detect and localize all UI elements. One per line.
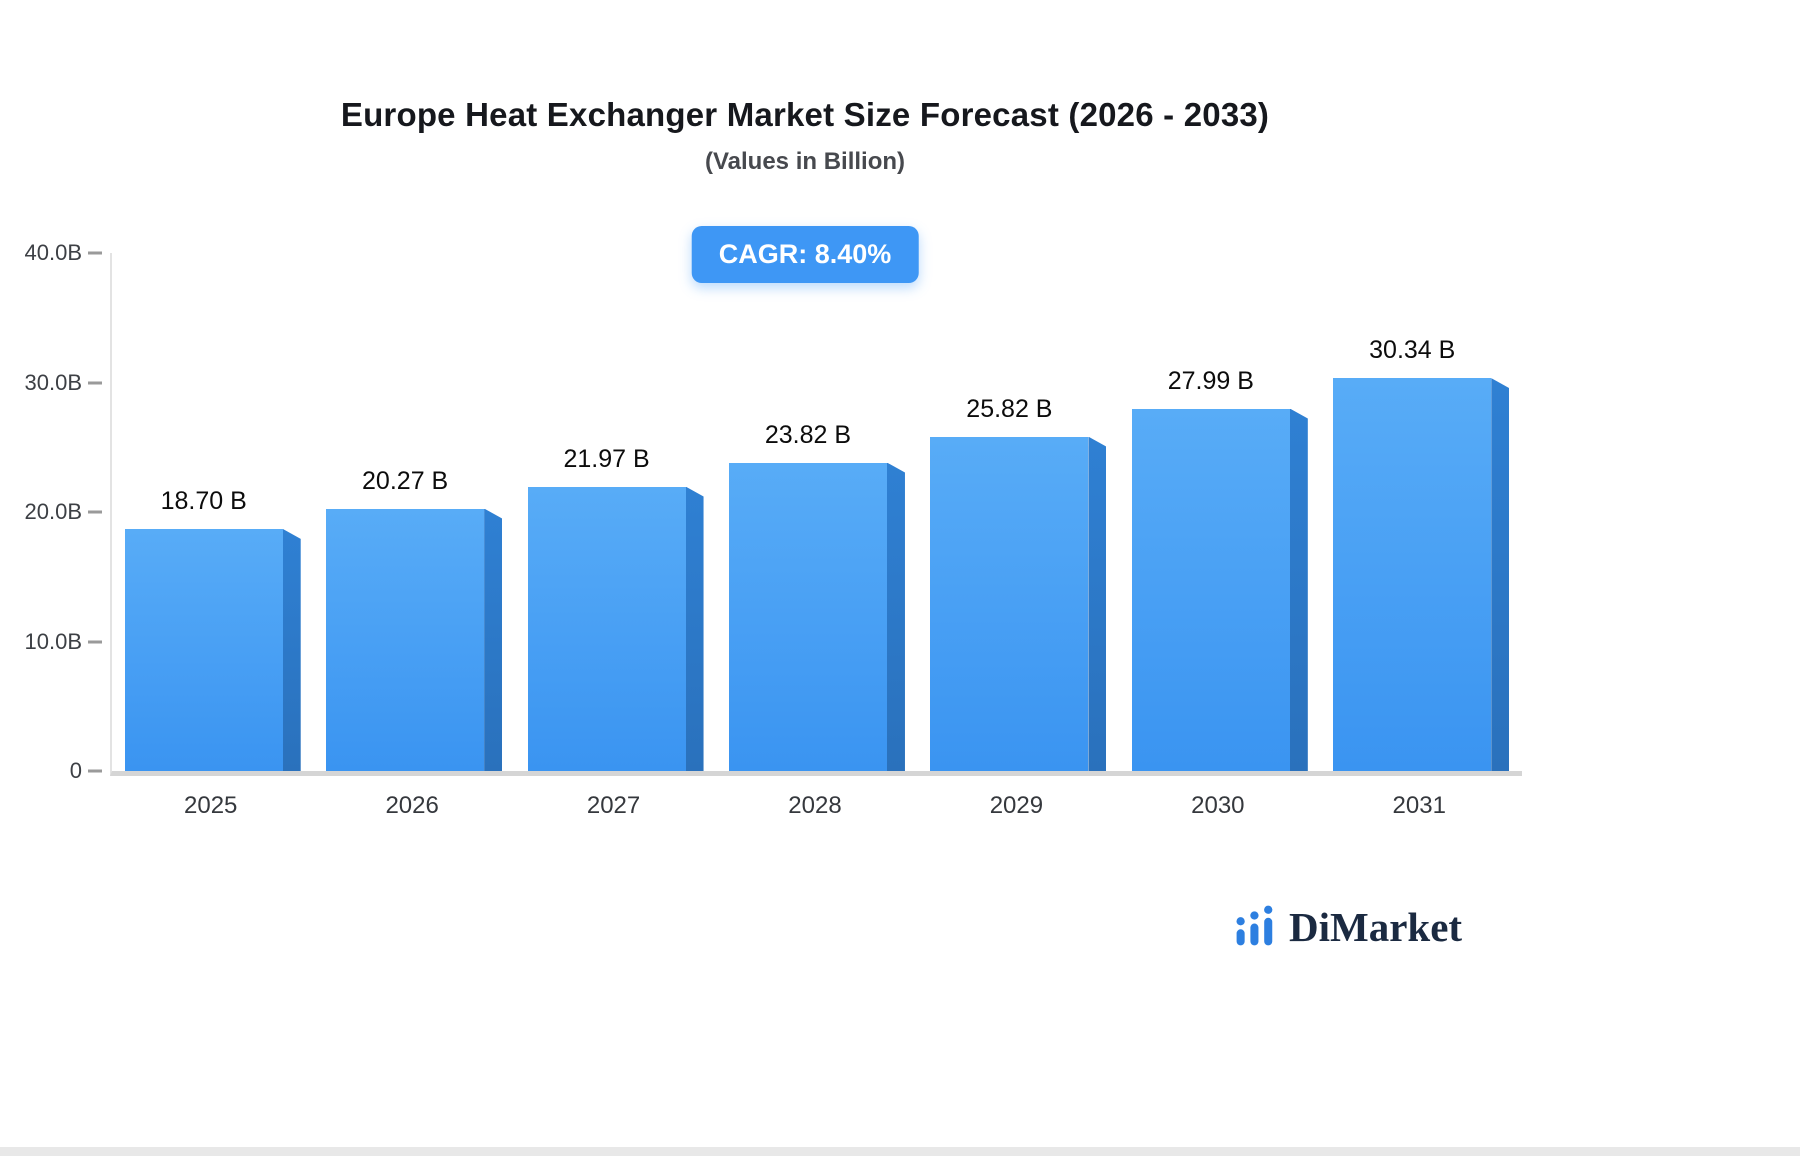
y-axis-label: 30.0B bbox=[24, 369, 83, 395]
x-axis-label: 2030 bbox=[1191, 792, 1245, 819]
y-axis-label: 10.0B bbox=[24, 628, 83, 654]
y-axis-tick bbox=[88, 640, 102, 643]
bar-front-face bbox=[326, 508, 485, 771]
y-axis-label: 0 bbox=[69, 758, 82, 783]
bar-value-label: 25.82 B bbox=[966, 394, 1053, 423]
page-bottom-edge bbox=[0, 1147, 1800, 1156]
bar-chart-dots-icon bbox=[1236, 905, 1273, 946]
y-axis-tick bbox=[88, 251, 102, 255]
bar-side-face bbox=[685, 486, 704, 771]
bar-front-face bbox=[728, 462, 887, 771]
y-axis-tick bbox=[88, 769, 102, 773]
bar: 20.27 B bbox=[326, 467, 503, 771]
x-axis-label: 2025 bbox=[184, 792, 238, 819]
x-axis-label: 2028 bbox=[788, 792, 842, 819]
cagr-badge-label: CAGR: 8.40% bbox=[718, 239, 892, 269]
bar: 18.70 B bbox=[124, 487, 301, 771]
bar-side-face bbox=[1289, 408, 1308, 771]
bar-group: 23.82 B bbox=[716, 253, 917, 771]
x-axis-label: 2026 bbox=[385, 792, 439, 819]
bar-front-face bbox=[1131, 408, 1290, 771]
y-axis-label: 40.0B bbox=[24, 240, 83, 265]
plot-area: 18.70 B 20.27 B 21.97 B 23.82 B 25.82 B 27.99… bbox=[25, 240, 1522, 783]
bar-series: 18.70 B 20.27 B 21.97 B 23.82 B 25.82 B 27.99… bbox=[112, 253, 1522, 771]
bar-value-label: 18.70 B bbox=[160, 486, 247, 515]
bar: 25.82 B bbox=[930, 395, 1107, 771]
x-axis: 2025 2026 2027 2028 2029 2030 2031 bbox=[110, 792, 1520, 820]
x-axis-label: 2029 bbox=[989, 792, 1044, 819]
bar-front-face bbox=[1333, 378, 1492, 771]
bar-front-face bbox=[930, 436, 1089, 771]
page-subtitle: (Values in Billion) bbox=[704, 148, 906, 175]
bar-front-face bbox=[527, 486, 686, 771]
brand-logo-text: DiMarket bbox=[1289, 904, 1463, 950]
bar-value-label: 20.27 B bbox=[362, 466, 449, 495]
bar-value-label: 27.99 B bbox=[1167, 366, 1254, 395]
y-axis-label: 20.0B bbox=[24, 499, 83, 524]
bar-value-label: 23.82 B bbox=[764, 420, 852, 449]
bar-group: 27.99 B bbox=[1119, 253, 1320, 771]
bar-group: 18.70 B bbox=[112, 253, 313, 771]
bar-side-face bbox=[1491, 378, 1510, 771]
bar-group: 21.97 B bbox=[515, 253, 716, 771]
bar-side-face bbox=[282, 528, 301, 771]
bar: 23.82 B bbox=[728, 421, 905, 771]
bar-side-face bbox=[1088, 436, 1107, 771]
bar: 30.34 B bbox=[1333, 336, 1510, 771]
cagr-badge: CAGR: 8.40% bbox=[691, 226, 919, 283]
bar-group: 25.82 B bbox=[918, 253, 1119, 771]
bar: 27.99 B bbox=[1131, 367, 1308, 771]
bar-front-face bbox=[124, 528, 283, 771]
y-axis-tick bbox=[88, 510, 102, 514]
x-axis-label: 2027 bbox=[586, 792, 641, 819]
bar-group: 20.27 B bbox=[313, 253, 514, 771]
page-title: Europe Heat Exchanger Market Size Foreca… bbox=[340, 96, 1270, 133]
bar: 21.97 B bbox=[527, 445, 704, 771]
brand-logo: DiMarket bbox=[1232, 903, 1462, 951]
bar-value-label: 30.34 B bbox=[1369, 336, 1456, 365]
bar-side-face bbox=[484, 508, 503, 771]
bar-value-label: 21.97 B bbox=[563, 444, 650, 473]
bar-group: 30.34 B bbox=[1321, 253, 1522, 771]
bar-side-face bbox=[886, 462, 905, 771]
y-axis-tick bbox=[88, 381, 102, 384]
x-axis-label: 2031 bbox=[1392, 792, 1446, 819]
